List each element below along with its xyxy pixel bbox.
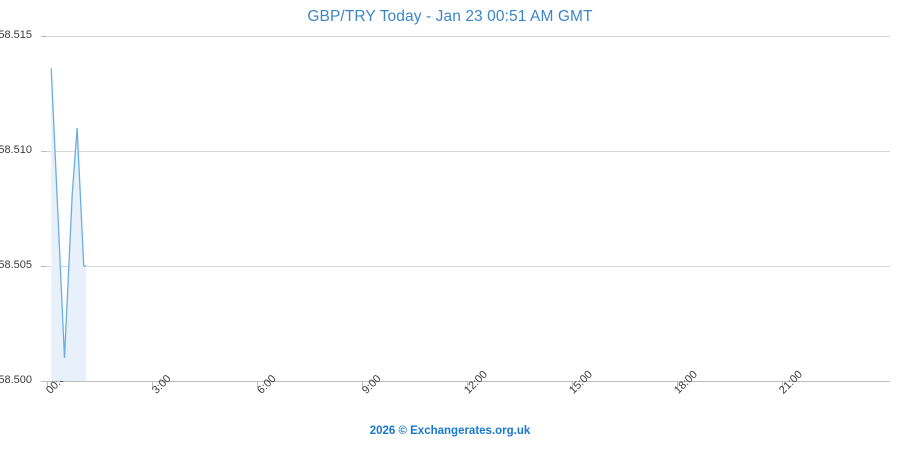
gridline	[47, 151, 890, 152]
x-tick-mark	[47, 381, 48, 388]
x-tick-mark	[467, 381, 468, 388]
y-tick-mark	[41, 266, 47, 267]
y-tick-label: 58.505	[0, 259, 32, 271]
y-tick-label: 58.510	[0, 144, 32, 156]
series-gbp-try	[50, 68, 87, 381]
x-tick-mark	[677, 381, 678, 388]
y-tick-mark	[41, 151, 47, 152]
x-tick-mark	[572, 381, 573, 388]
y-tick-label: 58.515	[0, 29, 32, 41]
series-line	[50, 68, 87, 359]
x-tick-mark	[152, 381, 153, 388]
y-tick-mark	[41, 36, 47, 37]
y-tick-mark	[41, 381, 47, 382]
x-tick-mark	[362, 381, 363, 388]
x-tick-mark	[782, 381, 783, 388]
chart-title: GBP/TRY Today - Jan 23 00:51 AM GMT	[307, 8, 593, 25]
gridline	[47, 36, 890, 37]
y-tick-label: 58.500	[0, 374, 32, 386]
copyright-credit: 2026 © Exchangerates.org.uk	[369, 425, 531, 437]
series-area-fill	[51, 68, 87, 381]
plot-area: 58.515 58.510 58.505 58.500 00:00 3:00 6…	[0, 29, 890, 396]
x-tick-mark	[257, 381, 258, 388]
x-axis-line	[47, 381, 890, 382]
gridline	[47, 266, 890, 267]
